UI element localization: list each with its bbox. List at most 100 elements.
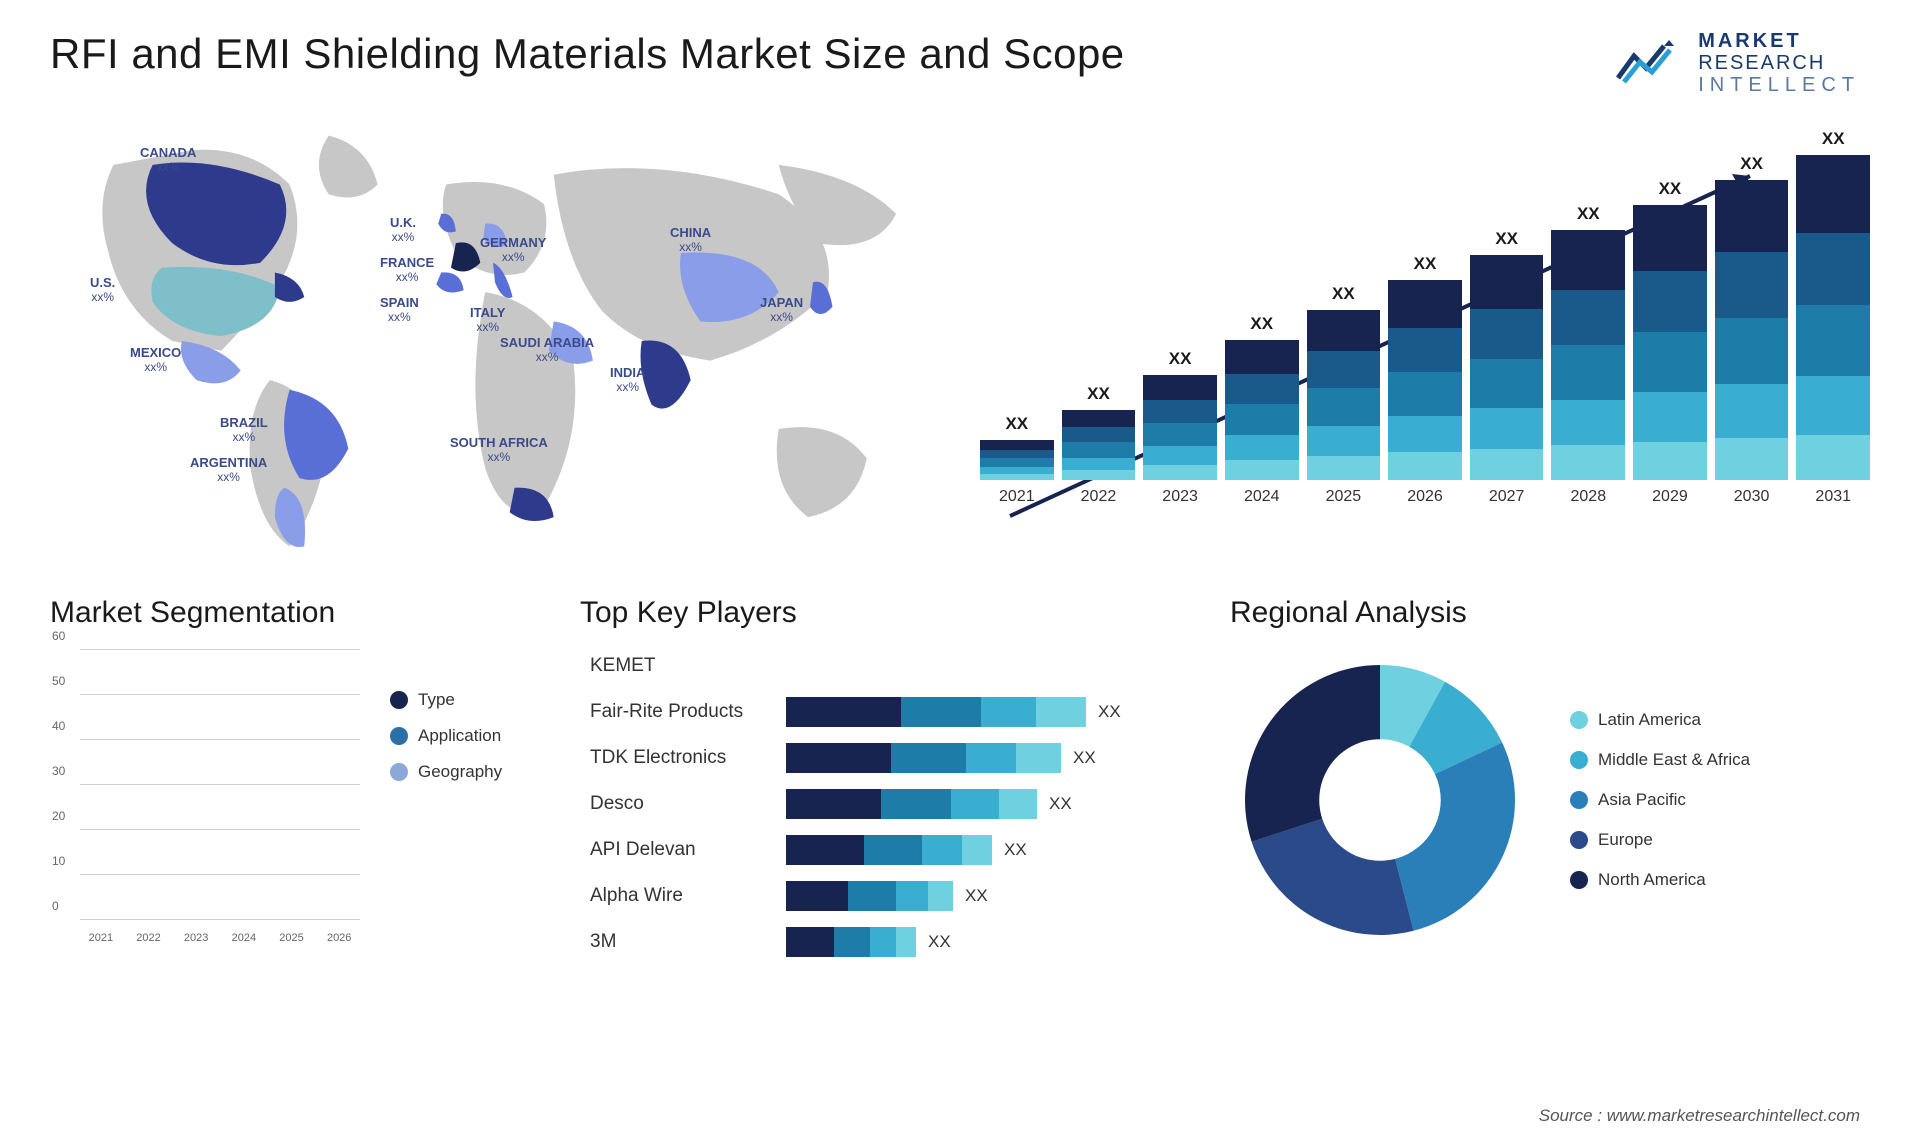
player-bar: [786, 881, 953, 911]
growth-bar-value: XX: [1414, 254, 1437, 274]
legend-label: North America: [1598, 870, 1706, 890]
growth-bar-segment: [1715, 438, 1789, 480]
donut-slice-north-america: [1245, 665, 1380, 842]
growth-bar-segment: [1470, 359, 1544, 409]
growth-year-label: 2031: [1815, 488, 1851, 506]
player-bar: [786, 697, 1086, 727]
y-tick: 0: [52, 899, 59, 913]
player-row: KEMET: [590, 650, 1200, 682]
source-attribution: Source : www.marketresearchintellect.com: [1539, 1106, 1860, 1126]
growth-bar-segment: [1307, 388, 1381, 425]
segmentation-legend: TypeApplicationGeography: [390, 650, 502, 782]
segmentation-chart: 0102030405060 202120222023202420252026: [50, 650, 360, 950]
player-bar-wrap: XX: [786, 927, 1200, 957]
player-segment: [1016, 743, 1061, 773]
player-bar-wrap: XX: [786, 835, 1200, 865]
logo-icon: [1616, 38, 1686, 88]
world-map: [50, 116, 940, 566]
growth-year-label: 2030: [1734, 488, 1770, 506]
growth-bar-2023: XX2023: [1143, 349, 1217, 506]
growth-bar-stack: [1062, 410, 1136, 480]
growth-bar-segment: [1551, 445, 1625, 480]
y-tick: 10: [52, 854, 65, 868]
growth-bar-segment: [1307, 426, 1381, 457]
growth-bar-value: XX: [1005, 414, 1028, 434]
player-segment: [922, 835, 962, 865]
growth-bar-segment: [1633, 392, 1707, 442]
growth-bar-value: XX: [1495, 229, 1518, 249]
growth-bar-segment: [1062, 427, 1136, 442]
map-label-india: INDIAxx%: [610, 366, 645, 395]
growth-bar-segment: [980, 474, 1054, 480]
player-segment: [786, 835, 864, 865]
player-bar: [786, 927, 916, 957]
map-label-canada: CANADAxx%: [140, 146, 196, 175]
legend-dot: [1570, 871, 1588, 889]
map-label-germany: GERMANYxx%: [480, 236, 546, 265]
legend-item-middle-east---africa: Middle East & Africa: [1570, 750, 1750, 770]
growth-bar-segment: [1551, 400, 1625, 445]
map-label-spain: SPAINxx%: [380, 296, 419, 325]
segmentation-panel: Market Segmentation 0102030405060 202120…: [50, 596, 550, 1006]
player-bar-wrap: XX: [786, 697, 1200, 727]
legend-label: Geography: [418, 762, 502, 782]
growth-bar-segment: [1388, 328, 1462, 372]
header: RFI and EMI Shielding Materials Market S…: [0, 0, 1920, 106]
y-tick: 30: [52, 764, 65, 778]
growth-bar-segment: [980, 440, 1054, 450]
legend-item-europe: Europe: [1570, 830, 1750, 850]
map-label-japan: JAPANxx%: [760, 296, 803, 325]
growth-bar-value: XX: [1740, 154, 1763, 174]
legend-item-type: Type: [390, 690, 502, 710]
player-row: Desco XX: [590, 788, 1200, 820]
player-segment: [999, 789, 1037, 819]
donut-slice-asia-pacific: [1395, 743, 1515, 931]
growth-bar-2028: XX2028: [1551, 204, 1625, 506]
growth-bar-segment: [1225, 374, 1299, 405]
player-segment: [870, 927, 896, 957]
growth-bar-segment: [1470, 408, 1544, 449]
y-tick: 40: [52, 719, 65, 733]
page-title: RFI and EMI Shielding Materials Market S…: [50, 30, 1125, 78]
growth-bar-segment: [1143, 423, 1217, 446]
player-name: Fair-Rite Products: [590, 701, 770, 723]
legend-item-geography: Geography: [390, 762, 502, 782]
segmentation-year-label: 2026: [327, 932, 351, 944]
growth-bar-segment: [1633, 205, 1707, 271]
player-value: XX: [1073, 748, 1096, 768]
growth-bar-segment: [1470, 449, 1544, 481]
legend-item-asia-pacific: Asia Pacific: [1570, 790, 1750, 810]
top-row: CANADAxx%U.S.xx%MEXICOxx%BRAZILxx%ARGENT…: [0, 106, 1920, 586]
growth-bar-segment: [1225, 404, 1299, 435]
player-bar: [786, 789, 1037, 819]
logo-line-2: RESEARCH: [1698, 52, 1860, 74]
player-bar-wrap: XX: [786, 881, 1200, 911]
player-bar: [786, 743, 1061, 773]
growth-bar-segment: [1551, 230, 1625, 290]
segmentation-year-label: 2024: [232, 932, 256, 944]
players-panel: Top Key Players KEMETFair-Rite ProductsX…: [580, 596, 1200, 1006]
growth-bar-2031: XX2031: [1796, 129, 1870, 506]
growth-bar-2021: XX2021: [980, 414, 1054, 506]
growth-bar-segment: [1470, 255, 1544, 309]
player-value: XX: [965, 886, 988, 906]
player-segment: [786, 927, 834, 957]
growth-year-label: 2023: [1162, 488, 1198, 506]
growth-bar-segment: [1225, 435, 1299, 460]
growth-bar-2022: XX2022: [1062, 384, 1136, 506]
segmentation-year-label: 2021: [89, 932, 113, 944]
growth-bar-stack: [1551, 230, 1625, 480]
growth-bar-segment: [1388, 452, 1462, 480]
growth-bar-segment: [1715, 180, 1789, 252]
player-value: XX: [1049, 794, 1072, 814]
y-tick: 20: [52, 809, 65, 823]
growth-bar-segment: [1062, 470, 1136, 480]
growth-year-label: 2026: [1407, 488, 1443, 506]
player-name: Desco: [590, 793, 770, 815]
growth-bar-2027: XX2027: [1470, 229, 1544, 506]
player-value: XX: [1004, 840, 1027, 860]
segmentation-year-label: 2025: [279, 932, 303, 944]
map-label-saudiarabia: SAUDI ARABIAxx%: [500, 336, 594, 365]
growth-bar-stack: [1470, 255, 1544, 480]
growth-bar-segment: [1143, 465, 1217, 480]
